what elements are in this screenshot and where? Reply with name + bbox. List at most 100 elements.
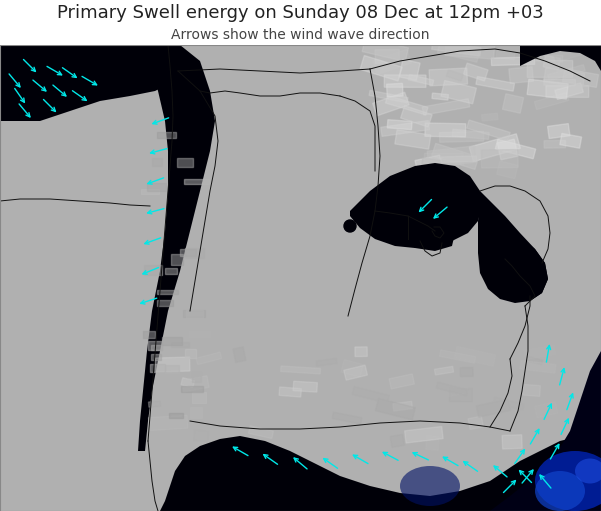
Bar [544,68,585,87]
Bar [427,146,476,168]
Bar [196,352,222,365]
Bar [360,56,402,81]
Bar [563,68,599,87]
Bar [527,79,568,99]
Bar [147,182,166,191]
Bar [189,331,210,337]
Bar [390,434,404,447]
Bar [352,387,389,403]
Bar [184,179,209,184]
Bar [523,384,540,397]
Bar [453,129,489,140]
Bar [395,130,431,149]
Ellipse shape [535,451,601,511]
Bar [165,268,177,274]
Bar [460,367,473,377]
Polygon shape [478,191,548,303]
Bar [341,360,363,377]
Bar [502,435,522,449]
Polygon shape [498,241,548,301]
Bar [186,310,203,321]
Bar [375,50,399,63]
Bar [404,427,443,443]
Bar [183,310,204,317]
Bar [493,397,524,410]
Bar [544,79,576,86]
Ellipse shape [400,466,460,506]
Polygon shape [0,45,140,61]
Bar [463,63,488,81]
Bar [424,153,463,164]
Bar [369,90,408,103]
Bar [476,77,514,91]
Bar [355,347,367,357]
Polygon shape [168,76,185,111]
Bar [185,349,196,358]
Ellipse shape [575,458,601,483]
Bar [171,254,183,265]
Bar [189,407,203,418]
Circle shape [385,193,401,209]
Bar [148,341,162,351]
Ellipse shape [535,471,585,511]
Bar [520,360,556,373]
Bar [421,158,459,175]
Circle shape [395,211,405,221]
Bar [441,156,477,162]
Bar [376,399,415,420]
Bar [293,381,317,392]
Bar [399,59,420,80]
Bar [155,357,190,372]
Bar [192,371,201,382]
Bar [527,60,573,77]
Bar [534,92,569,109]
Bar [180,249,195,256]
Bar [476,399,510,417]
Bar [438,40,480,62]
Bar [543,55,560,69]
Bar [233,347,246,362]
Bar [344,365,367,380]
Bar [423,99,470,115]
Bar [497,161,518,179]
Bar [468,416,484,430]
Bar [450,388,472,402]
Bar [548,124,570,138]
Polygon shape [408,211,455,251]
Bar [148,415,188,431]
Bar [181,386,203,392]
Text: Arrows show the wind wave direction: Arrows show the wind wave direction [171,28,430,42]
Bar [526,356,543,365]
Bar [432,41,481,56]
Bar [481,113,498,121]
Bar [467,120,510,141]
Bar [385,96,428,115]
Bar [389,374,414,389]
Bar [447,70,463,81]
Bar [162,337,183,344]
Circle shape [344,220,356,232]
Bar [415,155,441,168]
Bar [156,300,173,306]
Bar [509,67,534,83]
Bar [373,92,409,116]
Bar [454,346,496,366]
Bar [169,413,183,418]
Bar [496,50,515,60]
Bar [436,382,468,396]
Bar [429,68,468,86]
Bar [432,93,448,100]
Bar [151,345,162,350]
Polygon shape [0,431,601,511]
Bar [332,412,362,424]
Polygon shape [350,163,482,248]
Bar [248,426,273,438]
Bar [185,248,204,258]
Bar [435,366,454,375]
Bar [387,120,412,130]
Bar [401,106,432,127]
Bar [560,133,582,148]
Bar [497,139,518,160]
Bar [546,86,589,98]
Bar [181,378,195,388]
